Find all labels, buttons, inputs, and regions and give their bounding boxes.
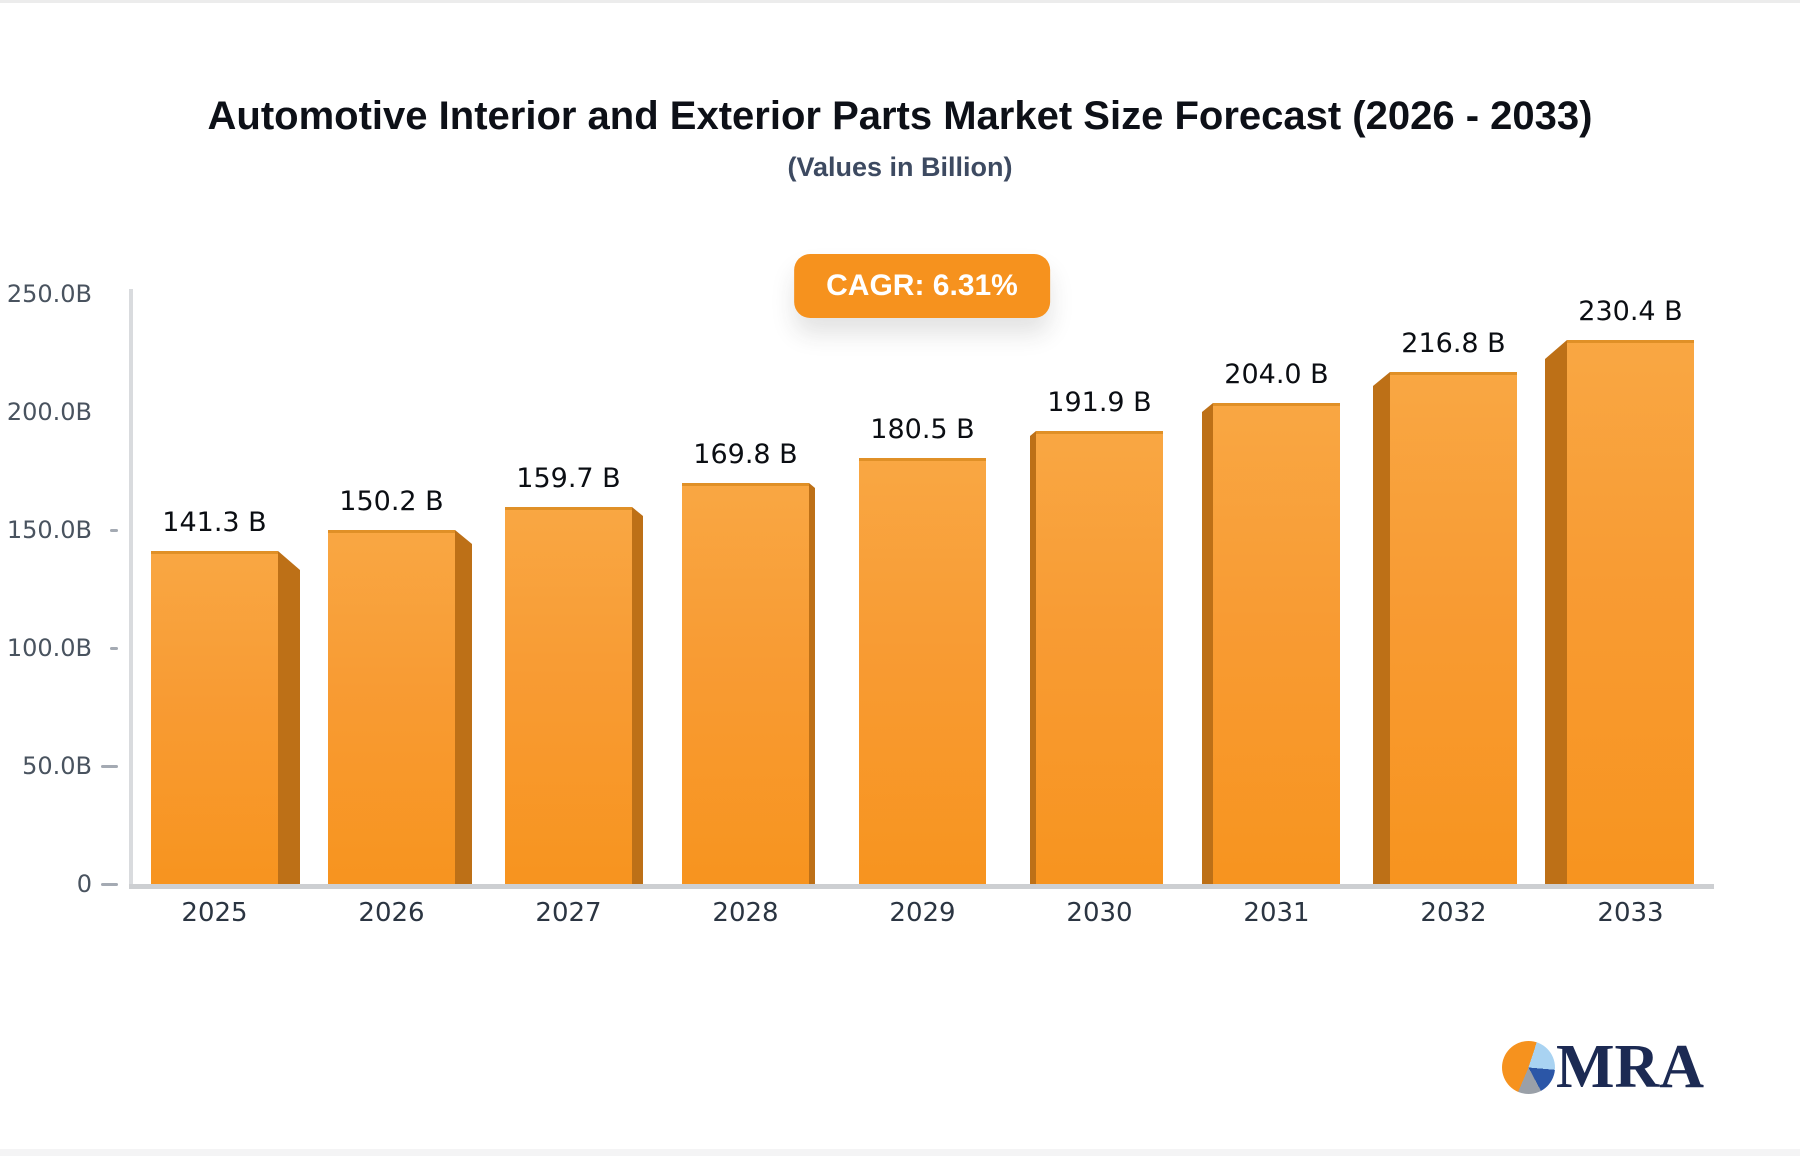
bar-value-label-2026: 150.2 B (339, 486, 444, 517)
x-axis-label-2030: 2030 (1066, 898, 1133, 928)
bar-value-label-2033: 230.4 B (1578, 296, 1683, 327)
y-axis-line (129, 289, 133, 884)
bar-2032-3d-side (1373, 372, 1390, 884)
bar-2031-3d-side (1202, 403, 1213, 884)
bar-2027 (505, 507, 632, 884)
y-axis-tick-label: 0 (76, 870, 92, 898)
y-axis-tick-label: 100.0B (6, 634, 92, 662)
x-axis-label-2029: 2029 (889, 898, 956, 928)
bar-value-label-2031: 204.0 B (1224, 359, 1329, 390)
cagr-badge: CAGR: 6.31% (794, 254, 1050, 318)
y-axis-tick-mark (101, 765, 118, 768)
bar-2028 (682, 483, 809, 884)
x-axis-label-2026: 2026 (358, 898, 425, 928)
x-axis-label-2031: 2031 (1243, 898, 1310, 928)
bar-2025 (151, 551, 278, 884)
bar-value-label-2032: 216.8 B (1401, 328, 1506, 359)
y-axis-tick-label: 150.0B (6, 516, 92, 544)
y-axis-tick-mark (110, 529, 118, 532)
bar-2033-3d-side (1545, 340, 1567, 884)
chart-title: Automotive Interior and Exterior Parts M… (207, 94, 1593, 138)
bar-2027-3d-side (632, 507, 643, 884)
bar-2029 (859, 458, 986, 884)
x-axis-label-2032: 2032 (1420, 898, 1487, 928)
pie-chart-logo-icon (1502, 1040, 1555, 1094)
x-axis-line (129, 884, 1714, 889)
bar-2030 (1036, 431, 1163, 884)
bar-value-label-2025: 141.3 B (162, 507, 267, 538)
y-axis-tick-label: 250.0B (6, 280, 92, 308)
x-axis-label-2028: 2028 (712, 898, 779, 928)
bar-2025-3d-side (278, 551, 300, 884)
x-axis-label-2033: 2033 (1597, 898, 1664, 928)
brand-logo-text: MRA (1556, 1033, 1705, 1101)
brand-logo: MRA (1502, 1036, 1704, 1098)
bar-2032 (1390, 372, 1517, 884)
x-axis-label-2027: 2027 (535, 898, 602, 928)
bar-value-label-2027: 159.7 B (516, 463, 621, 494)
y-axis-tick-label: 200.0B (6, 398, 92, 426)
bar-2033 (1567, 340, 1694, 884)
page-top-edge (0, 0, 1800, 3)
bar-value-label-2029: 180.5 B (870, 414, 975, 445)
y-axis-tick-mark (110, 647, 118, 650)
x-axis-label-2025: 2025 (181, 898, 248, 928)
y-axis-tick-mark (101, 883, 118, 886)
bar-2026 (328, 530, 455, 884)
bar-value-label-2030: 191.9 B (1047, 387, 1152, 418)
chart-subtitle: (Values in Billion) (787, 152, 1013, 182)
bar-value-label-2028: 169.8 B (693, 439, 798, 470)
bar-2031 (1213, 403, 1340, 884)
page-bottom-edge (0, 1149, 1800, 1156)
bar-2028-3d-side (809, 483, 815, 884)
y-axis-tick-label: 50.0B (22, 752, 92, 780)
bar-2026-3d-side (455, 530, 472, 884)
bar-2030-3d-side (1030, 431, 1036, 884)
